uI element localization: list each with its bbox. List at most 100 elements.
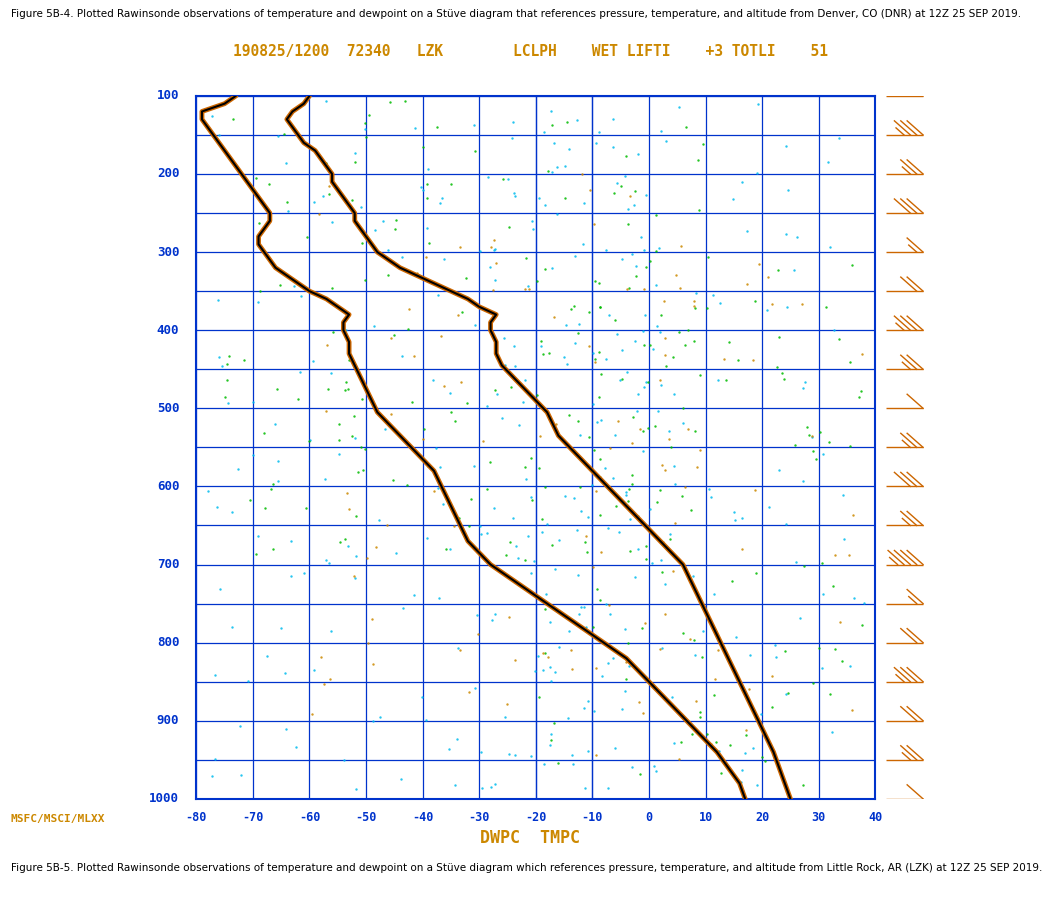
Point bbox=[264, 477, 281, 491]
Point bbox=[539, 517, 556, 531]
Text: DWPC  TMPC: DWPC TMPC bbox=[481, 829, 580, 847]
Point bbox=[778, 138, 795, 152]
Text: 700: 700 bbox=[157, 558, 179, 571]
Point bbox=[551, 532, 568, 547]
Point bbox=[452, 240, 469, 255]
Point bbox=[827, 548, 843, 562]
Point bbox=[405, 349, 422, 363]
Point bbox=[385, 328, 402, 342]
Point bbox=[587, 136, 604, 151]
Point bbox=[656, 577, 673, 592]
Point bbox=[401, 302, 418, 317]
Point bbox=[371, 709, 388, 724]
Point bbox=[605, 111, 622, 126]
Point bbox=[466, 318, 483, 332]
Point bbox=[804, 430, 821, 445]
Point bbox=[821, 687, 838, 701]
Point bbox=[485, 242, 502, 257]
Point bbox=[450, 510, 467, 525]
Point bbox=[380, 268, 397, 283]
Point bbox=[282, 568, 299, 582]
Point bbox=[853, 618, 870, 633]
Point bbox=[430, 591, 447, 605]
Point bbox=[486, 777, 503, 792]
Point bbox=[586, 704, 603, 719]
Point bbox=[835, 531, 852, 546]
Point bbox=[614, 342, 631, 357]
Point bbox=[206, 751, 223, 766]
Point bbox=[733, 542, 750, 557]
Point bbox=[261, 177, 278, 192]
Point bbox=[356, 116, 373, 131]
Point bbox=[559, 711, 576, 726]
Point bbox=[822, 239, 839, 254]
Point bbox=[474, 781, 491, 795]
Point bbox=[770, 262, 787, 277]
Point bbox=[592, 367, 609, 382]
Point bbox=[340, 382, 356, 396]
Point bbox=[524, 222, 541, 236]
Point bbox=[657, 606, 674, 621]
Point bbox=[530, 190, 547, 205]
Point bbox=[471, 244, 488, 258]
Point bbox=[336, 383, 353, 397]
Point bbox=[211, 350, 228, 364]
Point bbox=[314, 189, 331, 204]
Point bbox=[433, 191, 450, 205]
Point bbox=[541, 660, 558, 675]
Point bbox=[429, 481, 446, 496]
Point bbox=[691, 442, 708, 456]
Point bbox=[660, 424, 677, 438]
Text: 600: 600 bbox=[157, 480, 179, 493]
Point bbox=[250, 216, 267, 231]
Point bbox=[702, 489, 719, 504]
Point bbox=[479, 526, 495, 540]
Point bbox=[654, 564, 671, 579]
Point bbox=[523, 214, 540, 228]
Point bbox=[216, 390, 233, 404]
Text: -80: -80 bbox=[186, 811, 207, 824]
Point bbox=[624, 761, 641, 775]
Point bbox=[618, 488, 634, 502]
Point bbox=[741, 682, 758, 697]
Point bbox=[429, 120, 446, 134]
Point bbox=[685, 633, 702, 647]
Point bbox=[640, 374, 657, 389]
Point bbox=[569, 523, 586, 538]
Point bbox=[570, 568, 587, 582]
Point bbox=[612, 373, 629, 387]
Point bbox=[463, 491, 480, 506]
Point bbox=[607, 740, 624, 755]
Point bbox=[567, 248, 584, 263]
Point bbox=[629, 404, 646, 419]
Point bbox=[316, 472, 333, 487]
Point bbox=[394, 249, 411, 264]
Point bbox=[835, 488, 852, 502]
Point bbox=[609, 175, 626, 190]
Point bbox=[587, 661, 604, 676]
Point bbox=[337, 322, 354, 337]
Point bbox=[319, 338, 336, 352]
Point bbox=[485, 500, 502, 515]
Point bbox=[658, 133, 675, 148]
Point bbox=[336, 532, 353, 547]
Point bbox=[620, 202, 637, 216]
Point bbox=[831, 332, 848, 347]
Point bbox=[567, 336, 584, 351]
Point bbox=[240, 673, 257, 687]
Point bbox=[525, 553, 542, 568]
Point bbox=[506, 748, 523, 762]
Point bbox=[517, 553, 534, 568]
Point bbox=[620, 635, 637, 650]
Point bbox=[269, 129, 286, 143]
Point bbox=[590, 390, 607, 404]
Point bbox=[585, 620, 602, 635]
Point bbox=[335, 752, 352, 767]
Point bbox=[510, 417, 527, 432]
Point bbox=[517, 373, 534, 388]
Point bbox=[636, 282, 653, 297]
Point bbox=[347, 549, 364, 563]
Point bbox=[523, 489, 540, 504]
Point bbox=[853, 383, 870, 398]
Point bbox=[760, 269, 777, 284]
